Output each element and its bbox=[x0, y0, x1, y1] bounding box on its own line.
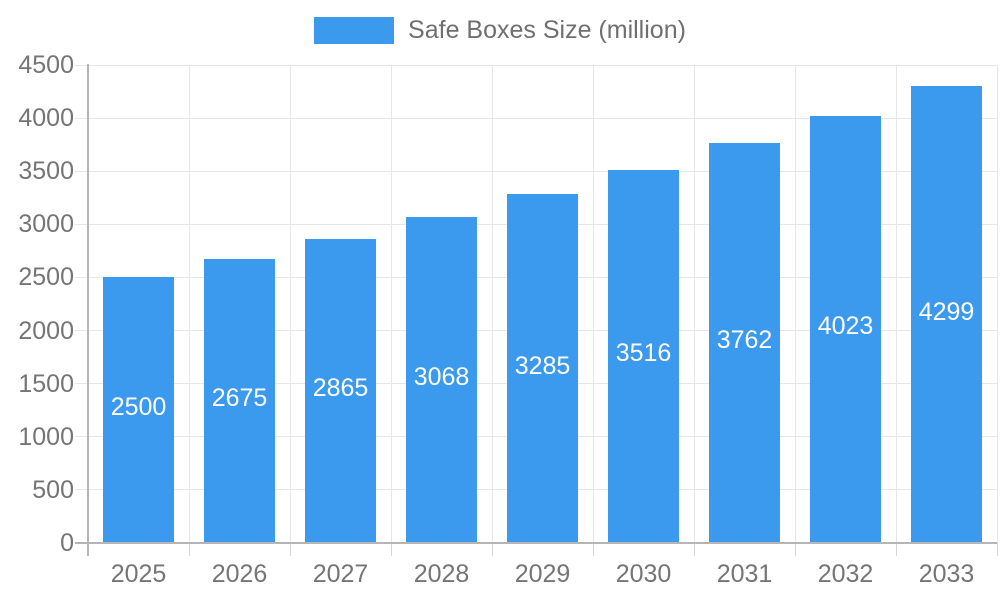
bar-value-label: 2865 bbox=[312, 373, 369, 402]
x-tick bbox=[895, 543, 897, 556]
x-axis-label: 2033 bbox=[918, 560, 975, 588]
x-tick bbox=[996, 543, 998, 556]
x-tick bbox=[188, 543, 190, 556]
y-gridline bbox=[88, 64, 997, 66]
x-tick bbox=[693, 543, 695, 556]
bar-value-label: 2500 bbox=[110, 393, 167, 422]
bar-2032[interactable]: 4023 bbox=[810, 115, 881, 543]
bar-2031[interactable]: 3762 bbox=[709, 143, 780, 543]
x-axis-label: 2025 bbox=[110, 560, 167, 588]
x-axis-label: 2031 bbox=[716, 560, 773, 588]
x-gridline bbox=[390, 65, 392, 543]
x-gridline bbox=[289, 65, 291, 543]
bar-2027[interactable]: 2865 bbox=[305, 238, 376, 543]
y-tick bbox=[75, 223, 88, 225]
x-gridline bbox=[794, 65, 796, 543]
y-tick bbox=[75, 276, 88, 278]
y-tick bbox=[75, 170, 88, 172]
y-axis-label: 2500 bbox=[18, 263, 74, 292]
bar-value-label: 2675 bbox=[211, 383, 268, 412]
legend-label: Safe Boxes Size (million) bbox=[408, 15, 686, 44]
y-tick bbox=[75, 436, 88, 438]
y-axis-label: 500 bbox=[32, 475, 74, 504]
x-tick bbox=[794, 543, 796, 556]
x-axis-label: 2027 bbox=[312, 560, 369, 588]
bar-2025[interactable]: 2500 bbox=[103, 277, 174, 543]
x-tick bbox=[491, 543, 493, 556]
legend-swatch bbox=[314, 16, 395, 44]
x-gridline bbox=[693, 65, 695, 543]
bar-value-label: 3068 bbox=[413, 363, 470, 392]
bar-value-label: 3285 bbox=[514, 351, 571, 380]
bar-2029[interactable]: 3285 bbox=[507, 194, 578, 543]
y-tick bbox=[75, 330, 88, 332]
x-axis-label: 2029 bbox=[514, 560, 571, 588]
y-axis-line bbox=[86, 64, 89, 556]
y-gridline bbox=[88, 117, 997, 119]
bar-value-label: 3516 bbox=[615, 339, 672, 368]
x-axis-label: 2028 bbox=[413, 560, 470, 588]
x-gridline bbox=[996, 65, 998, 543]
legend: Safe Boxes Size (million) bbox=[0, 14, 1000, 46]
bar-value-label: 4023 bbox=[817, 312, 874, 341]
y-axis-label: 1000 bbox=[18, 422, 74, 451]
y-axis-label: 1500 bbox=[18, 369, 74, 398]
bar-value-label: 4299 bbox=[918, 297, 975, 326]
x-gridline bbox=[592, 65, 594, 543]
x-axis-line bbox=[75, 542, 997, 544]
x-tick bbox=[390, 543, 392, 556]
bar-2030[interactable]: 3516 bbox=[608, 169, 679, 543]
x-gridline bbox=[188, 65, 190, 543]
y-tick bbox=[75, 64, 88, 66]
y-axis-label: 4000 bbox=[18, 104, 74, 133]
x-gridline bbox=[491, 65, 493, 543]
y-axis-label: 3000 bbox=[18, 210, 74, 239]
y-axis-label: 2000 bbox=[18, 316, 74, 345]
y-gridline bbox=[88, 170, 997, 172]
x-axis-label: 2026 bbox=[211, 560, 268, 588]
bar-2028[interactable]: 3068 bbox=[406, 217, 477, 543]
y-axis-label: 4500 bbox=[18, 51, 74, 79]
x-tick bbox=[592, 543, 594, 556]
y-tick bbox=[75, 117, 88, 119]
x-axis-label: 2032 bbox=[817, 560, 874, 588]
y-axis-label: 3500 bbox=[18, 157, 74, 186]
bar-2033[interactable]: 4299 bbox=[911, 86, 982, 543]
y-tick bbox=[75, 489, 88, 491]
bar-2026[interactable]: 2675 bbox=[204, 258, 275, 543]
y-tick bbox=[75, 383, 88, 385]
bar-value-label: 3762 bbox=[716, 326, 773, 355]
legend-item[interactable]: Safe Boxes Size (million) bbox=[314, 15, 686, 44]
x-gridline bbox=[895, 65, 897, 543]
x-tick bbox=[289, 543, 291, 556]
x-axis-label: 2030 bbox=[615, 560, 672, 588]
y-axis-label: 0 bbox=[60, 529, 74, 557]
